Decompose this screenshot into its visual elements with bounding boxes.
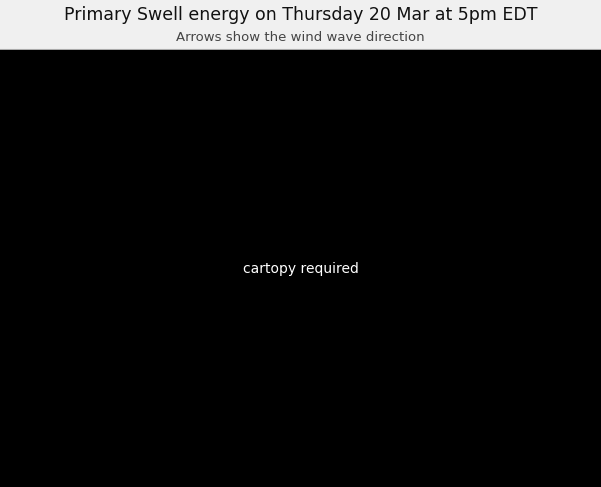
Text: cartopy required: cartopy required bbox=[243, 262, 358, 276]
Text: Arrows show the wind wave direction: Arrows show the wind wave direction bbox=[176, 31, 425, 44]
Text: Primary Swell energy on Thursday 20 Mar at 5pm EDT: Primary Swell energy on Thursday 20 Mar … bbox=[64, 6, 537, 24]
